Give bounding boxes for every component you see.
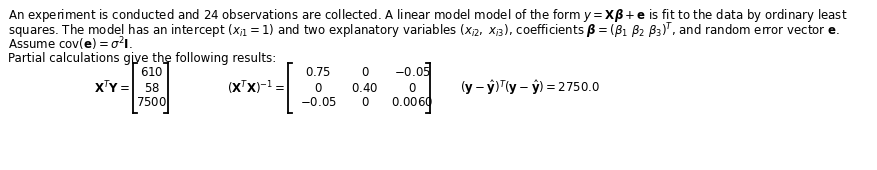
Text: $-0.05$: $-0.05$ — [299, 97, 336, 109]
Text: $610$: $610$ — [140, 66, 164, 80]
Text: Assume $\mathrm{cov}(\mathbf{e}) = \sigma^2\mathbf{I}$.: Assume $\mathrm{cov}(\mathbf{e}) = \sigm… — [8, 35, 132, 53]
Text: $0$: $0$ — [360, 66, 369, 80]
Text: $0$: $0$ — [313, 81, 322, 95]
Text: $(\mathbf{X}^T\mathbf{X})^{-1} =$: $(\mathbf{X}^T\mathbf{X})^{-1} =$ — [226, 79, 285, 97]
Text: $0$: $0$ — [360, 97, 369, 109]
Text: $0.0060$: $0.0060$ — [390, 97, 432, 109]
Text: squares. The model has an intercept ($x_{i1} = 1$) and two explanatory variables: squares. The model has an intercept ($x_… — [8, 21, 839, 41]
Text: Partial calculations give the following results:: Partial calculations give the following … — [8, 52, 276, 65]
Text: $-0.05$: $-0.05$ — [393, 66, 430, 80]
Text: $7500$: $7500$ — [136, 97, 168, 109]
Text: $58$: $58$ — [144, 81, 160, 95]
Text: $\mathbf{X}^T\mathbf{Y} =$: $\mathbf{X}^T\mathbf{Y} =$ — [94, 80, 130, 96]
Text: An experiment is conducted and 24 observations are collected. A linear model mod: An experiment is conducted and 24 observ… — [8, 7, 846, 24]
Text: $0$: $0$ — [407, 81, 416, 95]
Text: $0.75$: $0.75$ — [304, 66, 331, 80]
Text: $(\mathbf{y} - \hat{\mathbf{y}})^T(\mathbf{y} - \hat{\mathbf{y}}) = 2750.0$: $(\mathbf{y} - \hat{\mathbf{y}})^T(\math… — [460, 79, 599, 97]
Text: $0.40$: $0.40$ — [351, 81, 378, 95]
